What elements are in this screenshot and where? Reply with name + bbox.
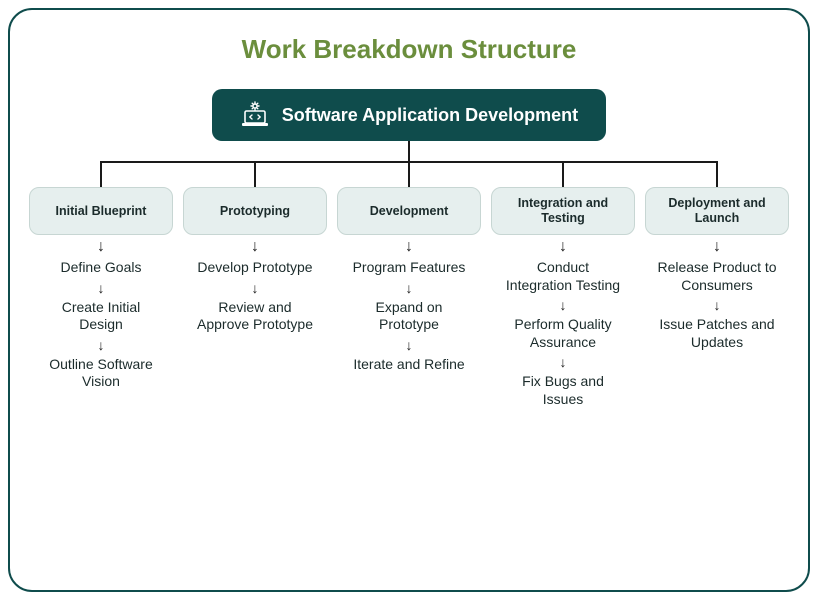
arrow-down-icon: ↓ (560, 298, 567, 312)
task-item: Define Goals (57, 257, 146, 279)
branch-header: Deployment and Launch (645, 187, 789, 235)
arrow-down-icon: ↓ (98, 338, 105, 352)
branch: Development ↓ Program Features ↓ Expand on P… (337, 187, 481, 410)
root-node: Software Application Development (212, 89, 606, 141)
arrow-down-icon: ↓ (406, 281, 413, 295)
task-item: Create Initial Design (36, 297, 166, 336)
diagram-title: Work Breakdown Structure (242, 34, 577, 65)
arrow-down-icon: ↓ (559, 239, 567, 255)
arrow-down-icon: ↓ (405, 239, 413, 255)
branch-header: Initial Blueprint (29, 187, 173, 235)
task-item: Develop Prototype (193, 257, 316, 279)
branch: Initial Blueprint ↓ Define Goals ↓ Create In… (29, 187, 173, 410)
branch: Integration and Testing ↓ Conduct Integrat… (491, 187, 635, 410)
arrow-down-icon: ↓ (252, 281, 259, 295)
branch-header: Development (337, 187, 481, 235)
branch: Prototyping ↓ Develop Prototype ↓ Review and… (183, 187, 327, 410)
branch-header: Integration and Testing (491, 187, 635, 235)
arrow-down-icon: ↓ (251, 239, 259, 255)
task-item: Release Product to Consumers (652, 257, 782, 296)
task-item: Review and Approve Prototype (190, 297, 320, 336)
branch-header: Prototyping (183, 187, 327, 235)
task-item: Issue Patches and Updates (652, 314, 782, 353)
arrow-down-icon: ↓ (560, 355, 567, 369)
task-item: Conduct Integration Testing (498, 257, 628, 296)
task-item: Expand on Prototype (344, 297, 474, 336)
arrow-down-icon: ↓ (713, 239, 721, 255)
task-item: Program Features (349, 257, 470, 279)
task-item: Iterate and Refine (349, 354, 468, 376)
branch: Deployment and Launch ↓ Release Product to… (645, 187, 789, 410)
branches-row: Initial Blueprint ↓ Define Goals ↓ Create In… (29, 187, 789, 410)
task-item: Outline Software Vision (36, 354, 166, 393)
arrow-down-icon: ↓ (98, 281, 105, 295)
connector-lines (39, 141, 779, 187)
task-item: Fix Bugs and Issues (498, 371, 628, 410)
arrow-down-icon: ↓ (714, 298, 721, 312)
laptop-code-gear-icon (240, 101, 270, 129)
task-item: Perform Quality Assurance (498, 314, 628, 353)
diagram-frame: Work Breakdown Structure (8, 8, 810, 592)
root-node-label: Software Application Development (282, 105, 578, 126)
arrow-down-icon: ↓ (406, 338, 413, 352)
arrow-down-icon: ↓ (97, 239, 105, 255)
